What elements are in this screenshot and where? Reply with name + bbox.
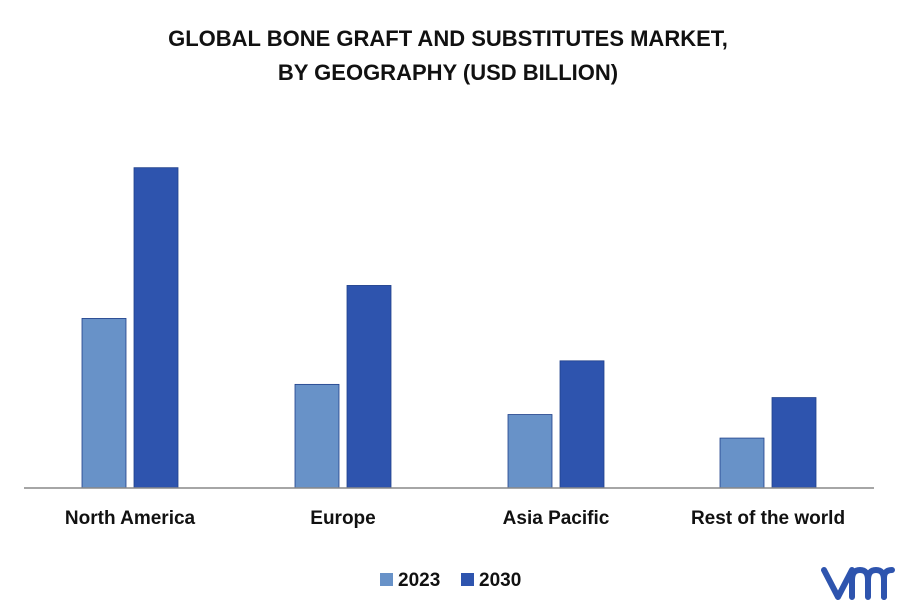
chart-subtitle: BY GEOGRAPHY (USD BILLION) bbox=[278, 60, 618, 85]
x-tick-label: North America bbox=[65, 508, 196, 529]
bar-europe-2023 bbox=[294, 383, 340, 489]
x-tick-labels: North America Europe Asia Pacific Rest of t… bbox=[65, 508, 845, 529]
x-tick-label: Rest of the world bbox=[691, 508, 845, 529]
bar-north-america-2030 bbox=[133, 167, 179, 489]
bar-rest-of-the-world-2030 bbox=[771, 397, 817, 489]
bar-rest-of-the-world-2023 bbox=[719, 437, 765, 489]
x-tick-label: Europe bbox=[310, 508, 375, 529]
bar-north-america-2023 bbox=[81, 318, 127, 489]
legend-label-2030: 2030 bbox=[479, 570, 521, 591]
legend-label-2023: 2023 bbox=[398, 570, 440, 591]
x-tick-label: Asia Pacific bbox=[503, 508, 610, 529]
bar-europe-2030 bbox=[346, 285, 392, 489]
bars-group bbox=[81, 167, 817, 489]
chart-title: GLOBAL BONE GRAFT AND SUBSTITUTES MARKET… bbox=[168, 26, 728, 51]
legend: 2023 2030 bbox=[380, 570, 521, 591]
legend-swatch-2030 bbox=[461, 573, 474, 586]
vmr-logo-icon bbox=[821, 567, 895, 600]
bar-asia-pacific-2030 bbox=[559, 360, 605, 489]
bar-asia-pacific-2023 bbox=[507, 414, 553, 489]
legend-swatch-2023 bbox=[380, 573, 393, 586]
